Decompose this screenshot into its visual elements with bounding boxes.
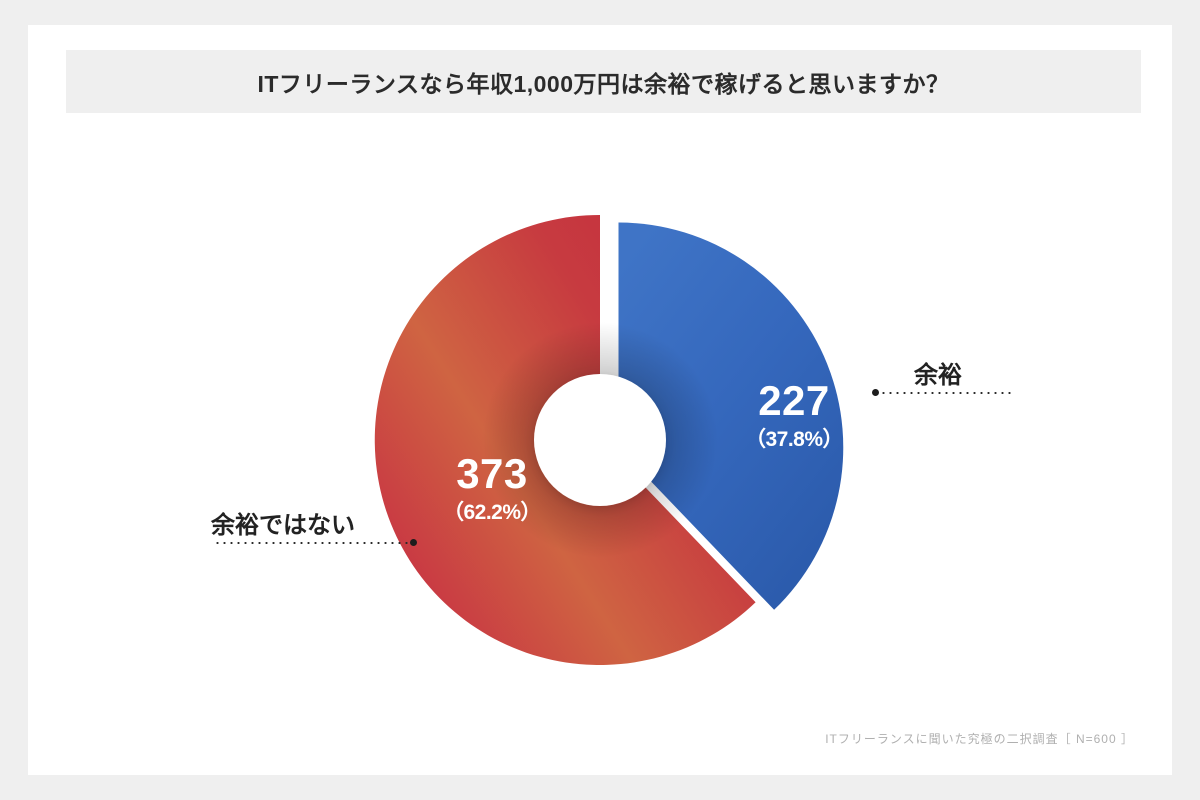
leader-dot-blue <box>872 389 879 396</box>
leader-line-red <box>214 542 412 544</box>
title-band: ITフリーランスなら年収1,000万円は余裕で稼げると思いますか？ <box>66 50 1141 113</box>
page-title: ITフリーランスなら年収1,000万円は余裕で稼げると思いますか？ <box>257 70 950 97</box>
leader-line-blue <box>880 392 1014 394</box>
callout-red-label: 余裕ではない <box>211 512 355 539</box>
callout-blue-label: 余裕 <box>914 362 962 389</box>
leader-dot-red <box>410 539 417 546</box>
slice-blue[interactable] <box>618 222 844 610</box>
chart-card: ITフリーランスなら年収1,000万円は余裕で稼げると思いますか？ <box>28 25 1172 775</box>
donut-chart: 227 （37.8%） 373 （62.2%） 余裕 余裕ではない <box>28 25 1172 775</box>
footer-note: ITフリーランスに聞いた究極の二択調査［ N=600 ］ <box>825 732 1134 746</box>
donut-hole <box>534 374 666 506</box>
donut-chart-svg <box>374 214 844 665</box>
